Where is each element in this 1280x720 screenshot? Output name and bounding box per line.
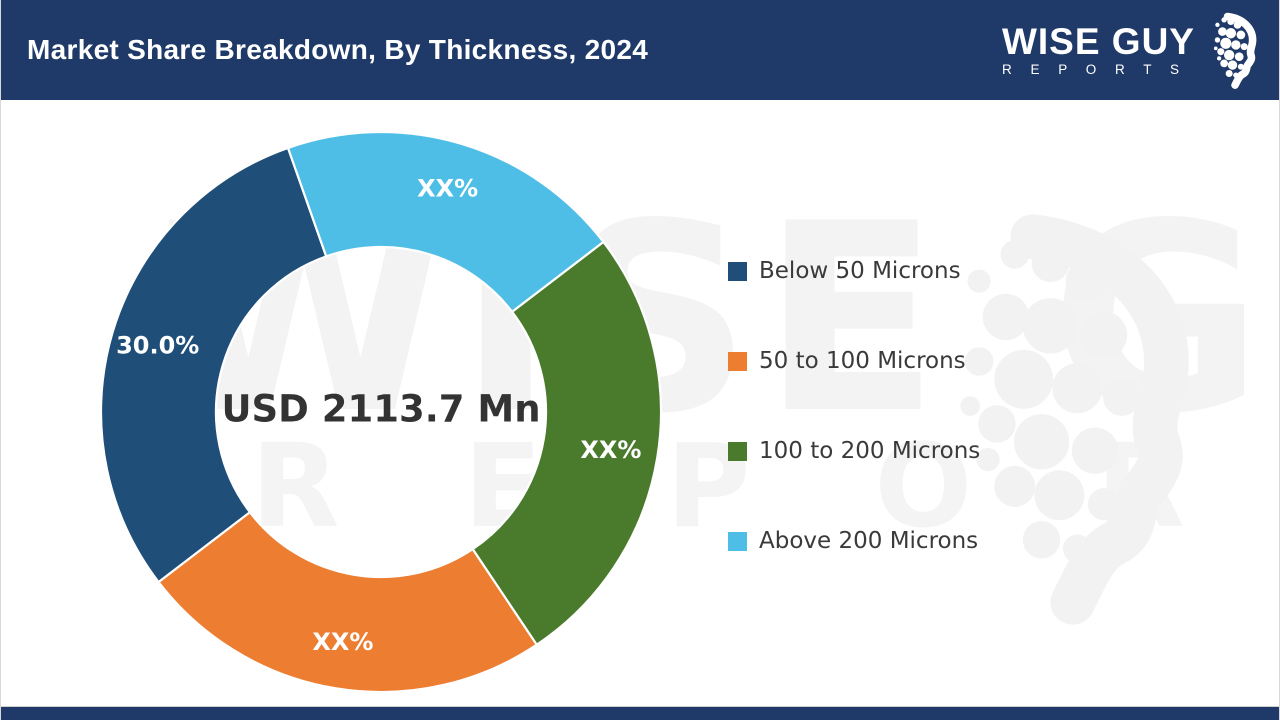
donut-slice-3 [471, 240, 663, 646]
legend-label: 100 to 200 Microns [759, 438, 981, 464]
legend-swatch [728, 531, 747, 551]
brand-tagline: R E P O R T S [1001, 62, 1187, 78]
footer-bar [1, 706, 1279, 720]
slice-label-4: XX% [417, 175, 478, 203]
donut-slice-1 [99, 146, 328, 584]
chart-center-value: USD 2113.7 Mn [221, 387, 541, 431]
legend-swatch [728, 261, 747, 281]
legend-label: 50 to 100 Microns [759, 348, 966, 374]
donut-slice-4 [286, 130, 605, 313]
brand-name: WISE GUY [1001, 21, 1195, 63]
legend-item: Above 200 Microns [728, 527, 980, 555]
legend-item: 50 to 100 Microns [728, 347, 980, 375]
slice-label-1: 30.0% [116, 331, 199, 359]
legend-label: Below 50 Microns [759, 258, 961, 284]
header-bar: Market Share Breakdown, By Thickness, 20… [1, 0, 1279, 100]
legend-item: 100 to 200 Microns [728, 437, 980, 465]
brand-logo: WISE GUY R E P O R T S [1002, 10, 1261, 90]
page-title: Market Share Breakdown, By Thickness, 20… [27, 34, 649, 65]
donut-slice-2 [157, 511, 538, 694]
brand-logo-text: WISE GUY R E P O R T S [1002, 23, 1195, 77]
chart-legend: Below 50 Microns 50 to 100 Microns 100 to … [728, 257, 980, 617]
legend-swatch [728, 351, 747, 371]
brand-face-icon [1213, 12, 1257, 89]
slice-label-3: XX% [580, 436, 641, 464]
slice-label-2: XX% [312, 628, 373, 656]
legend-label: Above 200 Microns [759, 528, 979, 554]
legend-swatch [728, 441, 747, 461]
legend-item: Below 50 Microns [728, 257, 980, 285]
